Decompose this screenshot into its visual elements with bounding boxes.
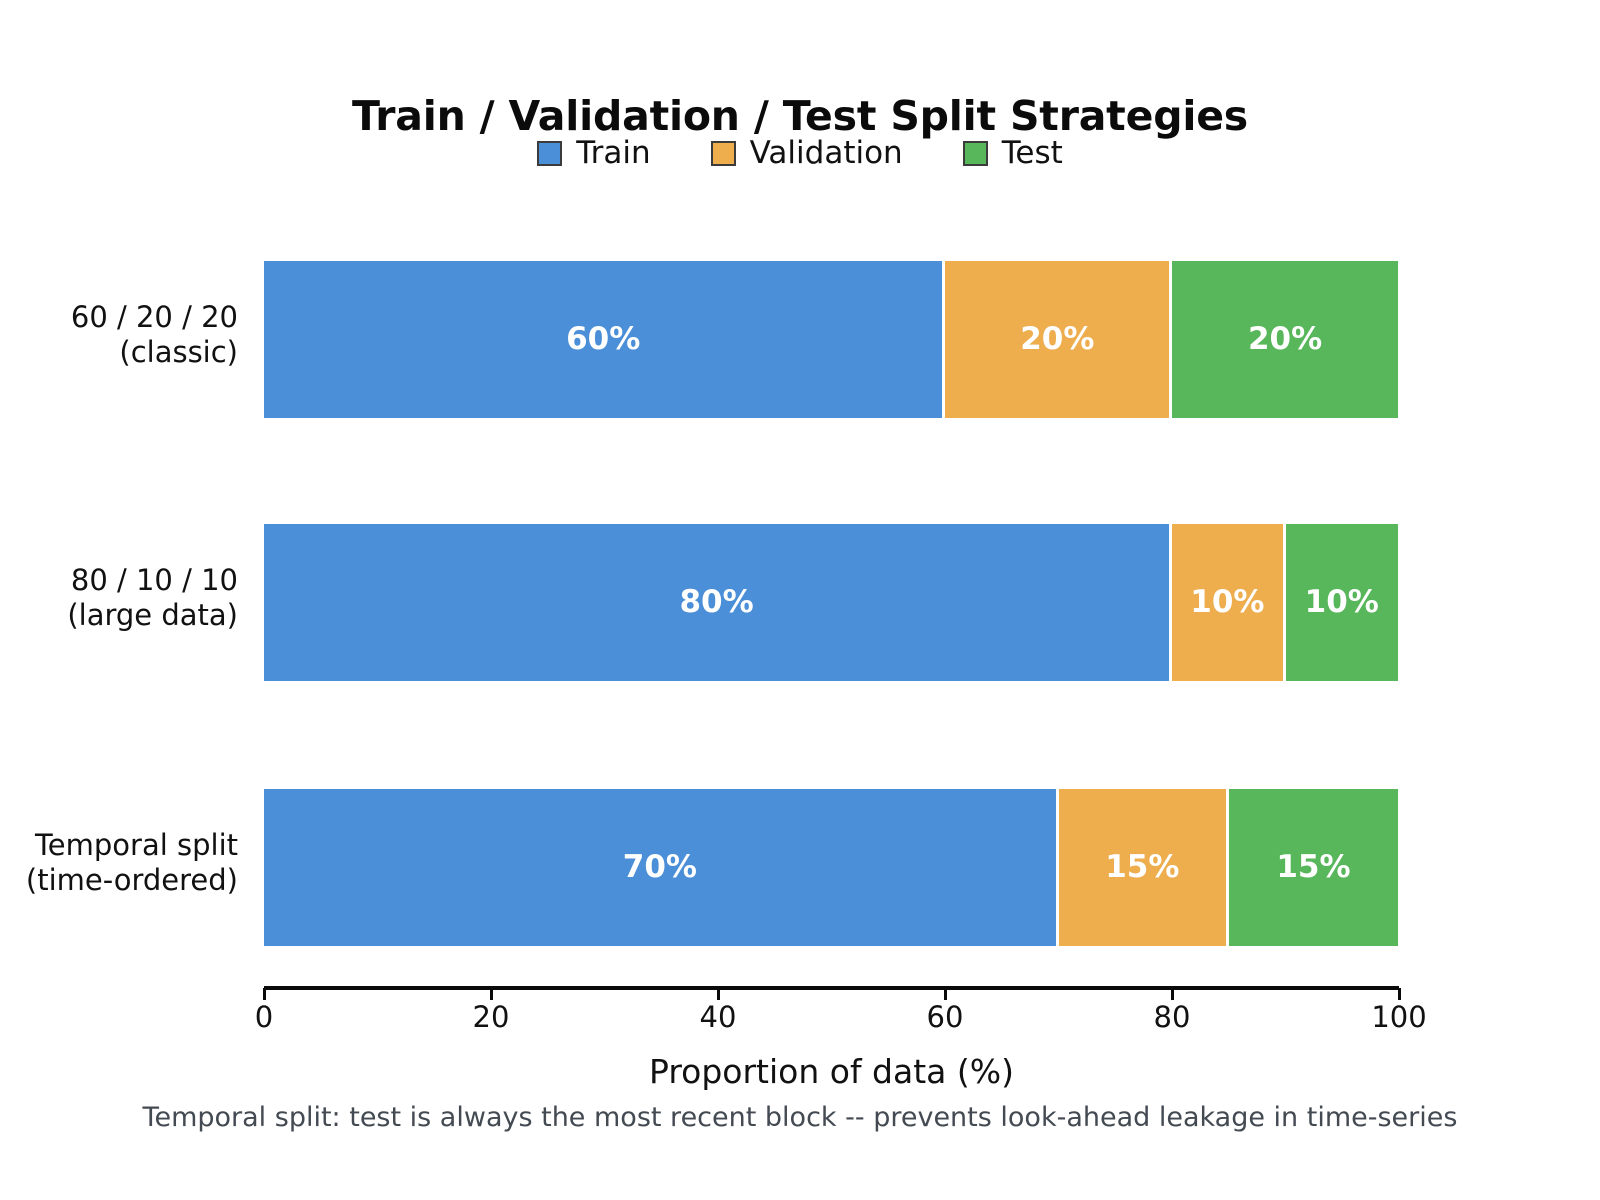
x-tick-label: 0 (254, 1000, 274, 1034)
y-tick-label-2-line-0: Temporal split (35, 828, 238, 862)
x-tick-label: 60 (926, 1000, 964, 1034)
legend-swatch-test-icon (962, 141, 988, 166)
bar-row: 60% 20% 20% (264, 261, 1398, 418)
bar-segment-label: 10% (1190, 584, 1265, 620)
x-tick-label: 20 (472, 1000, 510, 1034)
y-tick-label-1: 80 / 10 / 10 (large data) (0, 563, 238, 634)
bar-segment-label: 15% (1276, 849, 1351, 885)
bar-segment-label: 70% (622, 849, 697, 885)
x-tick-mark (1398, 988, 1401, 1000)
legend-label-test: Test (1001, 135, 1063, 171)
bar-segment-train[interactable]: 60% (264, 261, 945, 418)
x-tick-label: 40 (699, 1000, 737, 1034)
bar-segment-test[interactable]: 10% (1284, 524, 1398, 681)
x-tick-label: 80 (1153, 1000, 1191, 1034)
bar-segment-test[interactable]: 15% (1227, 789, 1398, 946)
x-axis-label: Proportion of data (%) (649, 1052, 1014, 1091)
bar-segment-train[interactable]: 70% (264, 789, 1058, 946)
bar-segment-validation[interactable]: 20% (944, 261, 1172, 418)
chart-title: Train / Validation / Test Split Strategi… (351, 92, 1249, 140)
y-tick-label-0-line-1: (classic) (119, 335, 238, 370)
x-tick-mark (1171, 988, 1174, 1000)
y-tick-label-0-line-0: 60 / 20 / 20 (70, 300, 238, 334)
legend-item-validation[interactable]: Validation (710, 135, 903, 171)
legend-label-validation: Validation (749, 135, 903, 171)
chart-caption: Temporal split: test is always the most … (142, 1102, 1458, 1133)
x-tick-mark (944, 988, 947, 1000)
y-tick-label-1-line-1: (large data) (67, 598, 238, 633)
bar-segment-test[interactable]: 20% (1171, 261, 1398, 418)
legend-swatch-train-icon (537, 141, 563, 166)
x-tick-label: 100 (1371, 1000, 1427, 1034)
bar-segment-label: 20% (1247, 321, 1323, 357)
bar-row: 70% 15% 15% (264, 789, 1398, 946)
bar-segment-validation[interactable]: 15% (1057, 789, 1228, 946)
bar-segment-train[interactable]: 80% (264, 524, 1172, 681)
x-tick-mark (263, 988, 266, 1000)
bar-segment-label: 15% (1105, 849, 1180, 885)
bar-segment-label: 20% (1020, 321, 1095, 357)
plot-area: 60% 20% 20% 80% 10% 10% 70% (264, 240, 1398, 988)
bar-segment-label: 80% (679, 584, 754, 620)
bar-segment-label: 60% (566, 321, 641, 357)
bar-segment-label: 10% (1304, 584, 1379, 620)
bar-row: 80% 10% 10% (264, 524, 1398, 681)
y-tick-label-2: Temporal split (time-ordered) (0, 828, 238, 899)
bar-segment-validation[interactable]: 10% (1171, 524, 1285, 681)
legend-label-train: Train (576, 135, 651, 171)
y-tick-label-2-line-1: (time-ordered) (25, 863, 238, 898)
chart-legend: Train Validation Test (0, 138, 1600, 169)
x-tick-mark (717, 988, 720, 1000)
y-tick-label-1-line-0: 80 / 10 / 10 (70, 563, 238, 597)
legend-swatch-validation-icon (710, 141, 736, 166)
x-tick-mark (490, 988, 493, 1000)
legend-item-test[interactable]: Test (962, 135, 1063, 171)
y-tick-label-0: 60 / 20 / 20 (classic) (0, 300, 238, 371)
legend-item-train[interactable]: Train (537, 135, 651, 171)
x-axis-line (264, 986, 1399, 990)
